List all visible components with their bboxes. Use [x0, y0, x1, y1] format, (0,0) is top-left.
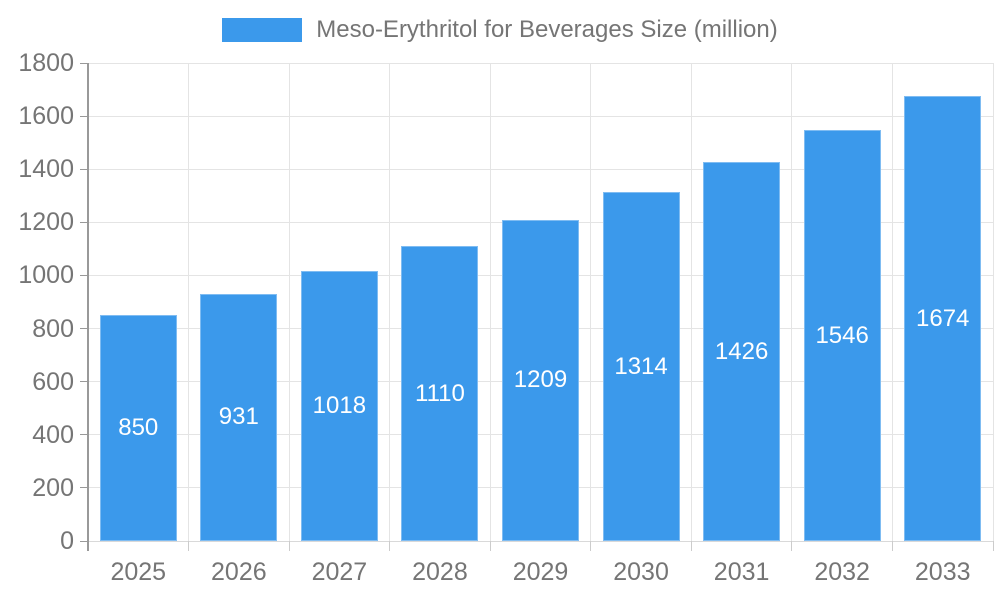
bar[interactable]: 1426 [703, 162, 781, 541]
h-gridline [88, 540, 993, 542]
x-axis-tick-label: 2032 [814, 558, 870, 586]
bar[interactable]: 1209 [502, 219, 579, 541]
v-gridline [188, 63, 190, 541]
bar-value-label: 850 [118, 414, 159, 442]
x-axis-tick-label: 2029 [512, 558, 569, 586]
x-tick-mark [690, 541, 692, 551]
y-axis-tick-label: 400 [32, 420, 74, 449]
v-gridline [389, 63, 391, 541]
bar-value-label: 1018 [312, 391, 367, 419]
v-gridline [489, 63, 491, 541]
bar-value-label: 1314 [614, 352, 668, 380]
bar[interactable]: 1674 [904, 96, 982, 541]
y-tick-mark [80, 487, 88, 489]
bar[interactable]: 850 [99, 315, 177, 541]
x-tick-mark [389, 541, 391, 551]
legend-label: Meso-Erythritol for Beverages Size (mill… [316, 16, 778, 43]
x-tick-mark [288, 541, 290, 551]
bar-value-label: 1110 [415, 379, 465, 407]
y-axis-tick-label: 1400 [18, 155, 74, 184]
x-tick-mark [590, 541, 592, 551]
bar-value-label: 1426 [714, 337, 769, 365]
bar[interactable]: 931 [200, 293, 278, 541]
bar-value-label: 931 [218, 403, 259, 431]
x-axis-tick-label: 2027 [311, 558, 368, 586]
bar[interactable]: 1314 [602, 192, 680, 541]
x-tick-mark [188, 541, 190, 551]
x-axis-tick-label: 2025 [110, 558, 167, 586]
y-tick-mark [80, 115, 88, 117]
x-tick-mark [791, 541, 793, 551]
legend-swatch-icon [222, 18, 303, 42]
y-axis-tick-label: 600 [32, 367, 74, 396]
x-axis-tick-label: 2031 [713, 558, 770, 586]
h-gridline [88, 168, 993, 170]
x-tick-mark [891, 541, 893, 551]
y-tick-mark [80, 381, 88, 383]
v-gridline [791, 63, 793, 541]
x-tick-mark [992, 541, 994, 551]
h-gridline [88, 62, 993, 64]
bar[interactable]: 1110 [401, 246, 479, 541]
v-gridline [690, 63, 692, 541]
y-axis-tick-label: 1600 [18, 102, 74, 131]
y-tick-mark [80, 540, 88, 542]
y-axis-tick-label: 800 [32, 314, 74, 343]
y-tick-mark [80, 62, 88, 64]
h-gridline [88, 115, 993, 117]
x-tick-mark [489, 541, 491, 551]
x-axis-tick-label: 2030 [613, 558, 669, 586]
bar-value-label: 1209 [513, 366, 568, 394]
bar-value-label: 1674 [916, 304, 970, 332]
y-tick-mark [80, 221, 88, 223]
bar[interactable]: 1018 [300, 270, 378, 541]
v-gridline [891, 63, 893, 541]
y-axis-tick-label: 0 [60, 527, 74, 555]
y-tick-mark [80, 328, 88, 330]
y-axis-line [87, 63, 89, 551]
y-axis-tick-label: 1800 [18, 49, 74, 77]
x-axis-tick-label: 2028 [412, 558, 468, 586]
y-axis-tick-label: 1000 [18, 261, 74, 290]
v-gridline [590, 63, 592, 541]
v-gridline [992, 63, 994, 541]
y-tick-mark [80, 168, 88, 170]
v-gridline [288, 63, 290, 541]
bar-value-label: 1546 [815, 321, 869, 349]
y-axis-tick-label: 200 [32, 473, 74, 502]
legend-item[interactable]: Meso-Erythritol for Beverages Size (mill… [0, 15, 1000, 45]
x-axis-tick-label: 2033 [914, 558, 971, 586]
y-axis-tick-label: 1200 [18, 208, 74, 237]
x-axis-tick-label: 2026 [211, 558, 267, 586]
y-tick-mark [80, 274, 88, 276]
y-tick-mark [80, 434, 88, 436]
bar[interactable]: 1546 [803, 130, 881, 541]
